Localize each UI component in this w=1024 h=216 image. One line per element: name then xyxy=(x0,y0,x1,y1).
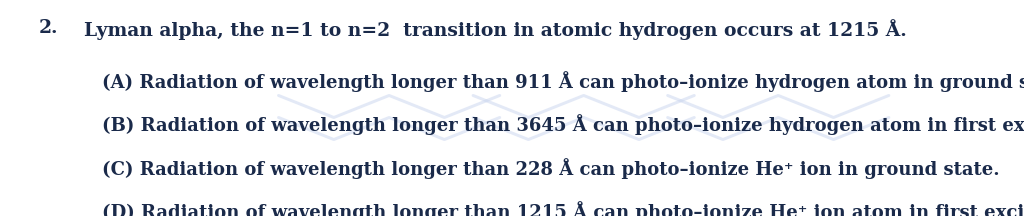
Text: (A) Radiation of wavelength longer than 911 Å can photo–ionize hydrogen atom in : (A) Radiation of wavelength longer than … xyxy=(102,71,1024,92)
Text: (B) Radiation of wavelength longer than 3645 Å can photo–ionize hydrogen atom in: (B) Radiation of wavelength longer than … xyxy=(102,114,1024,135)
Text: 2.: 2. xyxy=(39,19,58,37)
Text: (D) Radiation of wavelength longer than 1215 Å can photo–ionize He⁺ ion atom in : (D) Radiation of wavelength longer than … xyxy=(102,201,1024,216)
Text: (C) Radiation of wavelength longer than 228 Å can photo–ionize He⁺ ion in ground: (C) Radiation of wavelength longer than … xyxy=(102,158,1000,179)
Text: Lyman alpha, the n=1 to n=2  transition in atomic hydrogen occurs at 1215 Å.: Lyman alpha, the n=1 to n=2 transition i… xyxy=(84,19,906,40)
